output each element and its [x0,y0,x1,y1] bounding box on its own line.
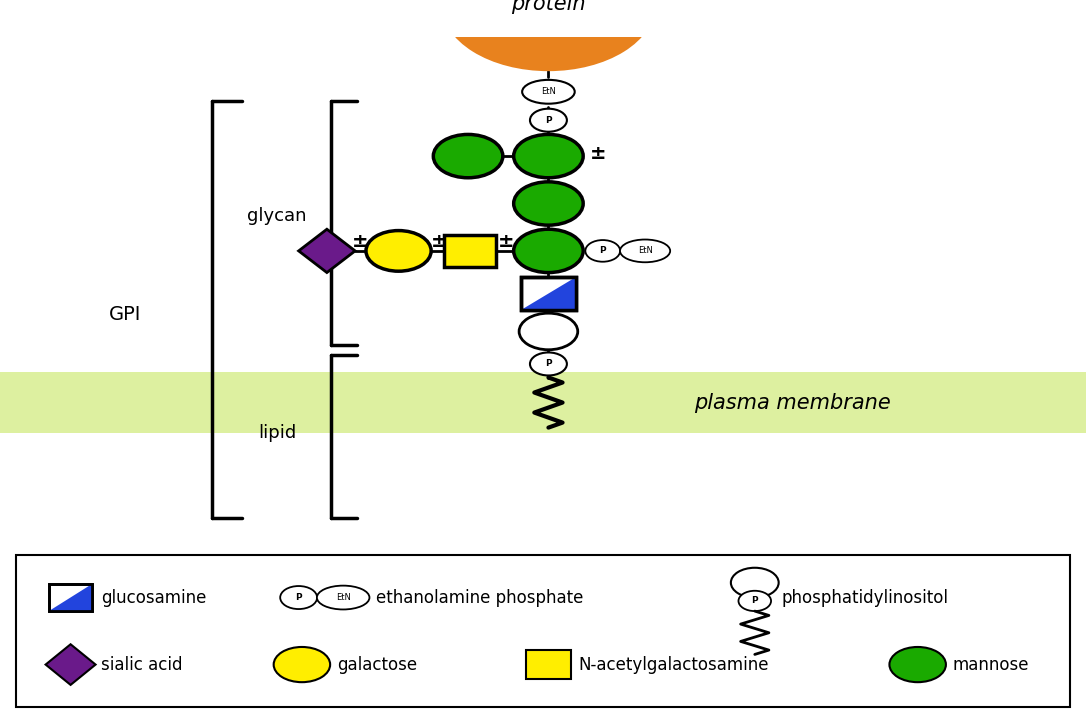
Text: P: P [295,593,302,602]
Polygon shape [299,229,355,273]
Text: ±: ± [590,144,607,163]
Circle shape [433,134,503,178]
Text: protein: protein [512,0,585,14]
Circle shape [514,134,583,178]
Circle shape [585,240,620,262]
Circle shape [366,231,431,271]
Text: P: P [599,246,606,256]
Text: P: P [752,596,758,605]
Circle shape [514,229,583,273]
Circle shape [519,313,578,350]
Bar [444,235,496,267]
Text: P: P [545,116,552,125]
Bar [49,584,92,611]
Circle shape [274,647,330,682]
Circle shape [530,109,567,131]
Ellipse shape [317,585,369,610]
Text: ethanolamine phosphate: ethanolamine phosphate [376,588,583,607]
Text: galactose: galactose [337,655,417,673]
Bar [521,276,576,311]
Text: phosphatidylinositol: phosphatidylinositol [782,588,949,607]
Text: lipid: lipid [257,424,296,442]
Text: EtN: EtN [637,246,653,256]
Text: EtN: EtN [541,87,556,96]
Text: plasma membrane: plasma membrane [694,393,892,413]
Text: ±: ± [497,232,515,251]
Polygon shape [49,584,92,611]
Text: glycan: glycan [248,207,306,226]
Text: EtN: EtN [336,593,351,602]
Circle shape [280,586,317,609]
Text: P: P [545,359,552,368]
Circle shape [530,353,567,376]
Text: mannose: mannose [952,655,1028,673]
FancyBboxPatch shape [0,372,1086,433]
FancyBboxPatch shape [16,555,1070,708]
Bar [526,650,571,679]
Text: sialic acid: sialic acid [101,655,182,673]
Text: N-acetylgalactosamine: N-acetylgalactosamine [579,655,769,673]
Polygon shape [521,276,576,311]
Bar [49,584,92,611]
Circle shape [731,568,779,598]
Ellipse shape [620,239,670,262]
Circle shape [889,647,946,682]
Text: GPI: GPI [109,305,141,324]
Text: glucosamine: glucosamine [101,588,206,607]
Text: ±: ± [352,232,369,251]
Bar [521,276,576,311]
Circle shape [738,590,771,611]
Circle shape [514,182,583,225]
Ellipse shape [443,0,654,70]
Polygon shape [46,644,96,685]
Text: ±: ± [430,232,447,251]
Ellipse shape [522,80,574,104]
